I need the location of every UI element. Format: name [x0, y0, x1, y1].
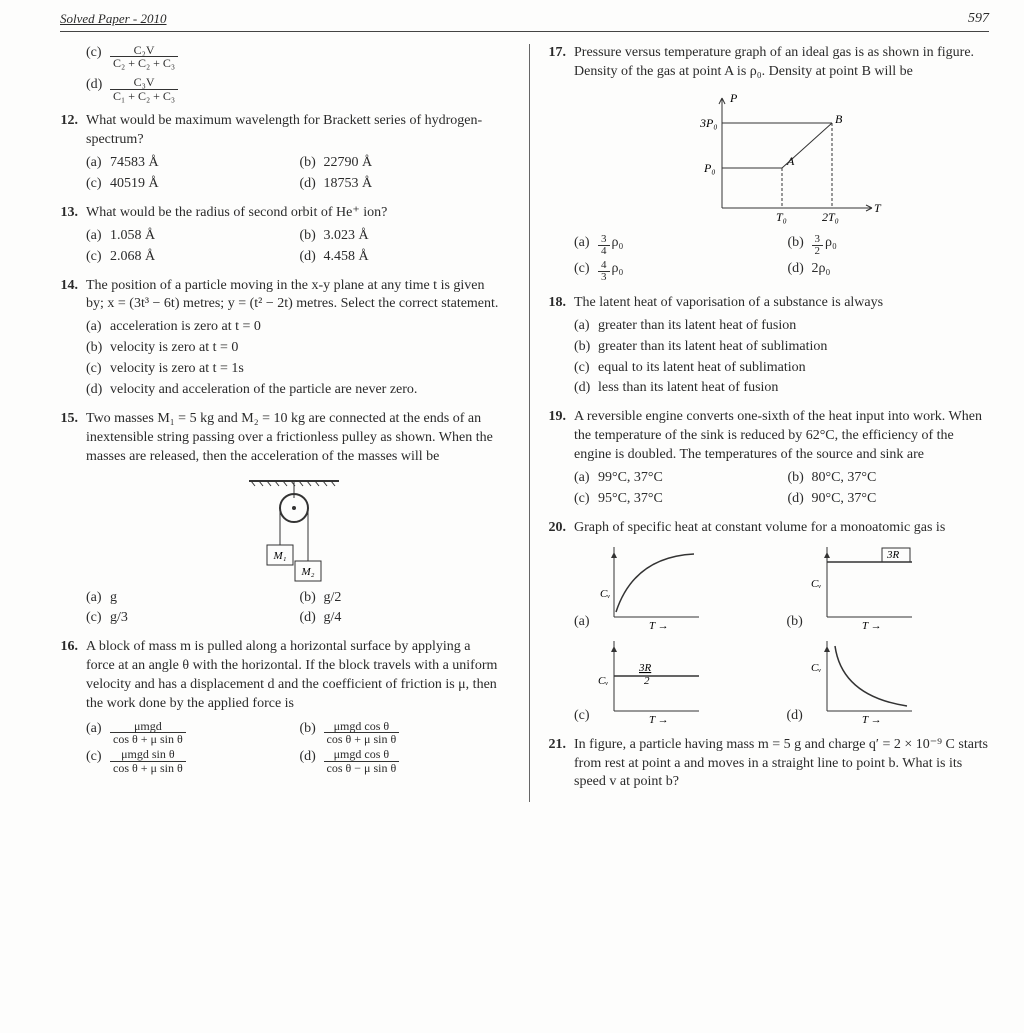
- svg-text:T →: T →: [862, 620, 882, 632]
- question-21: 21. In figure, a particle having mass m …: [548, 736, 989, 793]
- svg-text:T →: T →: [649, 620, 669, 632]
- q17-c: (c) 43ρ₀: [574, 260, 776, 284]
- q12-text: What would be maximum wavelength for Bra…: [86, 112, 501, 150]
- q20-c: (c) CᵥT →3R2: [574, 636, 777, 726]
- option-d: (d) C₃VC₁ + C₂ + C₃: [86, 76, 501, 102]
- svg-text:T₀: T₀: [776, 210, 787, 224]
- q16-a: (a) μmgdcos θ + μ sin θ: [86, 720, 288, 746]
- svg-text:3R: 3R: [886, 549, 900, 561]
- question-17: 17. Pressure versus temperature graph of…: [548, 44, 989, 284]
- svg-text:B: B: [835, 112, 843, 126]
- q14-c: (c)velocity is zero at t = 1s: [86, 360, 501, 379]
- svg-text:A: A: [786, 154, 795, 168]
- q16-b: (b) μmgd cos θcos θ + μ sin θ: [300, 720, 502, 746]
- q13-text: What would be the radius of second orbit…: [86, 204, 501, 223]
- q18-d: (d)less than its latent heat of fusion: [574, 379, 989, 398]
- q12-b: (b)22790 Å: [300, 154, 502, 173]
- svg-text:2T₀: 2T₀: [822, 210, 839, 224]
- question-18: 18. The latent heat of vaporisation of a…: [548, 294, 989, 398]
- svg-text:Cᵥ: Cᵥ: [811, 662, 821, 674]
- q17-text: Pressure versus temperature graph of an …: [574, 44, 989, 82]
- q17-a: (a) 34ρ₀: [574, 234, 776, 258]
- left-column: (c) C₂VC₂ + C₂ + C₃ (d) C₃VC₁ + C₂ + C₃ …: [60, 44, 501, 802]
- q18-c: (c)equal to its latent heat of sublimati…: [574, 359, 989, 378]
- q19-text: A reversible engine converts one-sixth o…: [574, 408, 989, 465]
- q15-b: (b)g/2: [300, 589, 502, 608]
- q15-c: (c)g/3: [86, 609, 288, 628]
- svg-text:3R: 3R: [638, 662, 652, 674]
- svg-text:Cᵥ: Cᵥ: [600, 588, 610, 600]
- m1-label: M₁: [272, 550, 286, 562]
- q16-d: (d) μmgd cos θcos θ − μ sin θ: [300, 748, 502, 774]
- question-12: 12. What would be maximum wavelength for…: [60, 112, 501, 194]
- svg-text:P: P: [729, 91, 738, 105]
- q13-a: (a)1.058 Å: [86, 227, 288, 246]
- q19-a: (a)99°C, 37°C: [574, 469, 776, 488]
- q15-text: Two masses M₁ = 5 kg and M₂ = 10 kg are …: [86, 410, 501, 467]
- q14-a: (a)acceleration is zero at t = 0: [86, 318, 501, 337]
- q14-d: (d)velocity and acceleration of the part…: [86, 381, 501, 400]
- svg-text:Cᵥ: Cᵥ: [811, 578, 821, 590]
- q12-c: (c)40519 Å: [86, 175, 288, 194]
- q15-a: (a)g: [86, 589, 288, 608]
- m2-label: M₂: [300, 566, 314, 578]
- content-columns: (c) C₂VC₂ + C₂ + C₃ (d) C₃VC₁ + C₂ + C₃ …: [60, 44, 989, 802]
- page-header: Solved Paper - 2010 597: [60, 10, 989, 32]
- option-c: (c) C₂VC₂ + C₂ + C₃: [86, 44, 501, 70]
- q11-options-tail: (c) C₂VC₂ + C₂ + C₃ (d) C₃VC₁ + C₂ + C₃: [60, 44, 501, 102]
- question-19: 19. A reversible engine converts one-six…: [548, 408, 989, 508]
- right-column: 17. Pressure versus temperature graph of…: [529, 44, 989, 802]
- question-16: 16. A block of mass m is pulled along a …: [60, 638, 501, 774]
- question-15: 15. Two masses M₁ = 5 kg and M₂ = 10 kg …: [60, 410, 501, 628]
- q19-b: (b)80°C, 37°C: [788, 469, 990, 488]
- q20-d: (d) CᵥT →: [787, 636, 990, 726]
- q20-a: (a) CᵥT →: [574, 542, 777, 632]
- page-number: 597: [968, 10, 989, 29]
- q14-b: (b)velocity is zero at t = 0: [86, 339, 501, 358]
- q17-d: (d)2ρ₀: [788, 260, 990, 284]
- pulley-diagram: M₁ M₂: [229, 473, 359, 583]
- q21-text: In figure, a particle having mass m = 5 …: [574, 736, 989, 793]
- svg-text:T →: T →: [649, 714, 669, 726]
- svg-text:T →: T →: [862, 714, 882, 726]
- q16-c: (c) μmgd sin θcos θ + μ sin θ: [86, 748, 288, 774]
- q13-b: (b)3.023 Å: [300, 227, 502, 246]
- svg-text:3P₀: 3P₀: [699, 116, 718, 130]
- q16-text: A block of mass m is pulled along a hori…: [86, 638, 501, 714]
- pt-graph: P T 3P₀ P₀ A B T₀ 2T₀: [682, 88, 882, 228]
- q19-c: (c)95°C, 37°C: [574, 490, 776, 509]
- q13-c: (c)2.068 Å: [86, 248, 288, 267]
- svg-text:2: 2: [644, 675, 650, 687]
- question-14: 14. The position of a particle moving in…: [60, 277, 501, 400]
- svg-text:T: T: [874, 201, 882, 215]
- q19-d: (d)90°C, 37°C: [788, 490, 990, 509]
- question-20: 20. Graph of specific heat at constant v…: [548, 519, 989, 726]
- q18-b: (b)greater than its latent heat of subli…: [574, 338, 989, 357]
- svg-text:Cᵥ: Cᵥ: [598, 675, 608, 687]
- q15-d: (d)g/4: [300, 609, 502, 628]
- q12-a: (a)74583 Å: [86, 154, 288, 173]
- q20-text: Graph of specific heat at constant volum…: [574, 519, 989, 538]
- question-13: 13. What would be the radius of second o…: [60, 204, 501, 267]
- q18-a: (a)greater than its latent heat of fusio…: [574, 317, 989, 336]
- q14-text: The position of a particle moving in the…: [86, 277, 501, 315]
- q17-b: (b) 32ρ₀: [788, 234, 990, 258]
- paper-title: Solved Paper - 2010: [60, 10, 167, 29]
- q18-text: The latent heat of vaporisation of a sub…: [574, 294, 989, 313]
- q13-d: (d)4.458 Å: [300, 248, 502, 267]
- q12-d: (d)18753 Å: [300, 175, 502, 194]
- q20-b: (b) CᵥT →3R: [787, 542, 990, 632]
- svg-text:P₀: P₀: [703, 161, 716, 175]
